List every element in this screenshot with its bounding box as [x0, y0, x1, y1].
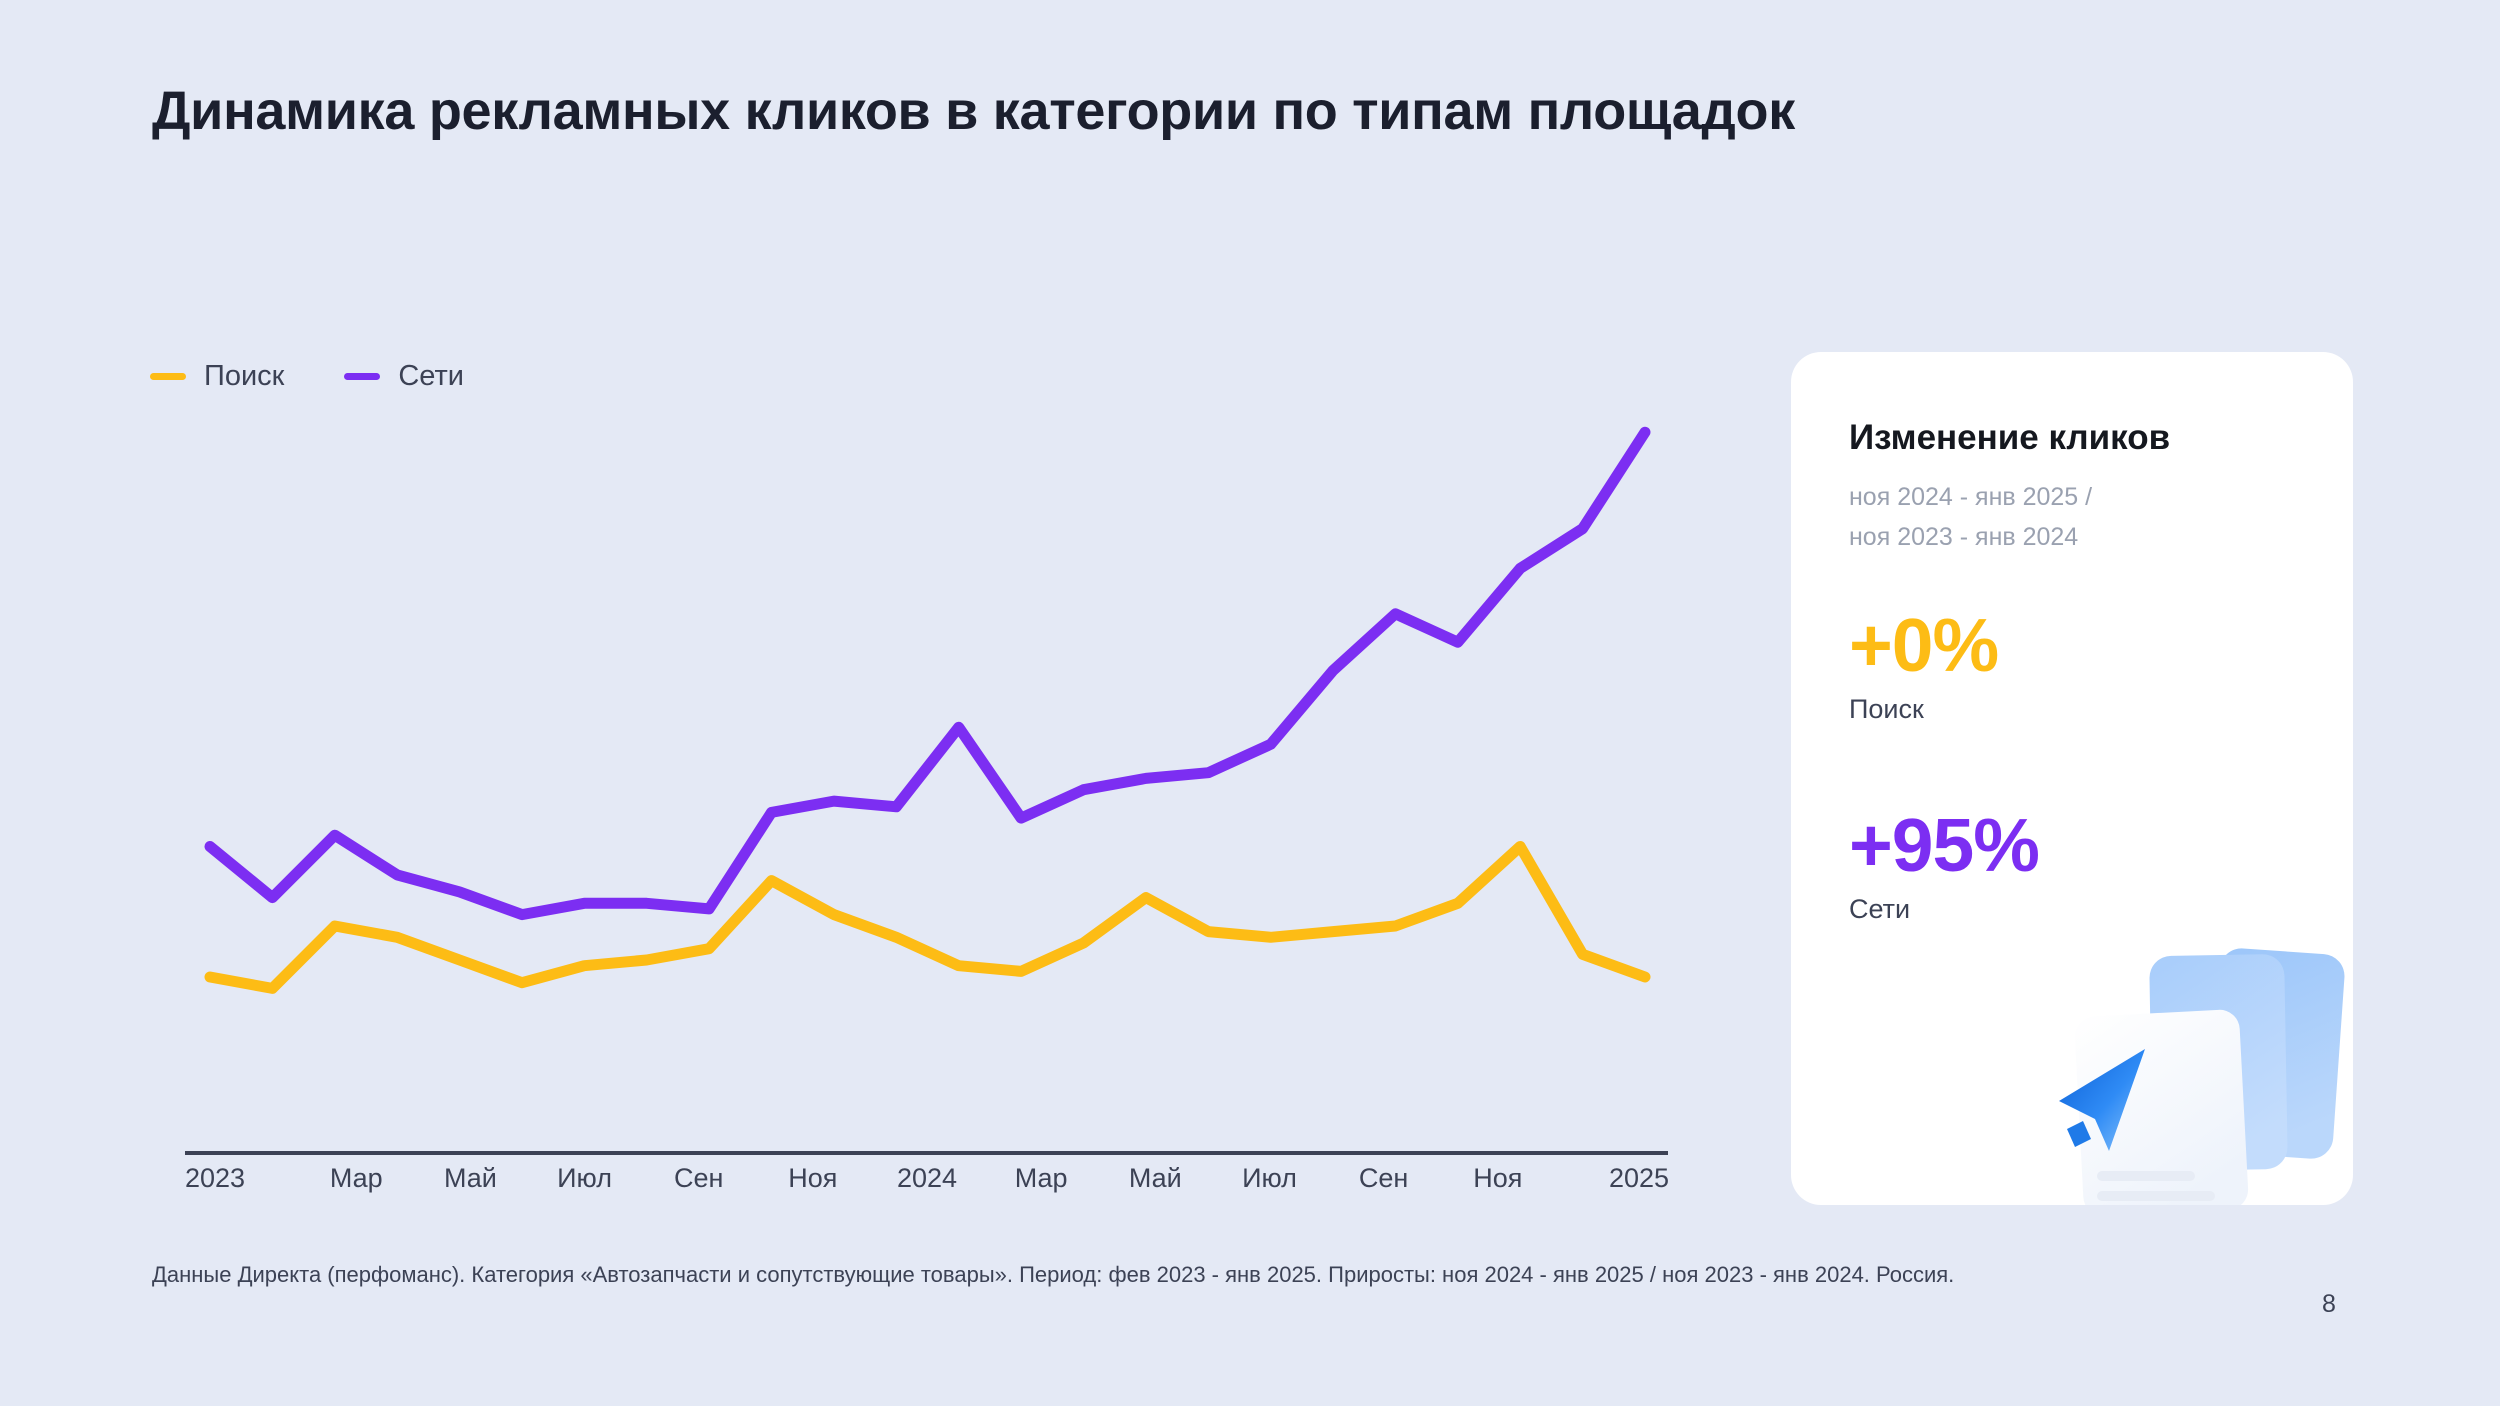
legend-label-networks: Сети	[398, 360, 464, 392]
x-axis-tick-0: 2023	[185, 1163, 246, 1193]
legend-item-search[interactable]: Поиск	[150, 360, 284, 393]
x-axis-tick-8: Май	[1128, 1163, 1182, 1193]
legend-swatch-networks	[344, 373, 381, 380]
card-title: Изменение кликов	[1849, 418, 2171, 457]
x-axis-tick-11: Ноя	[1473, 1163, 1523, 1193]
stat-networks: +95% Сети	[1849, 802, 2040, 925]
page-number: 8	[2322, 1290, 2336, 1318]
legend-swatch-search	[150, 373, 186, 380]
series-line-networks	[204, 426, 1651, 921]
legend-label-search: Поиск	[204, 360, 285, 392]
x-axis-tick-3: Июл	[557, 1163, 612, 1193]
x-axis-tick-6: 2024	[896, 1163, 958, 1193]
x-axis-tick-10: Сен	[1358, 1163, 1409, 1193]
x-axis-labels: 2023 Мар Май Июл Сен Ноя 2024 Мар Май Июл Сен Ноя 20…	[185, 1163, 1669, 1207]
cards-cursor-illustration	[2059, 948, 2345, 1205]
x-axis-tick-5: Ноя	[788, 1163, 838, 1193]
x-axis-tick-12: 2025	[1608, 1163, 1670, 1193]
stat-value-networks: +95%	[1849, 803, 2040, 887]
x-axis-tick-9: Июл	[1242, 1163, 1297, 1193]
x-axis-tick-4: Сен	[673, 1163, 724, 1193]
chart-legend: Поиск Сети	[150, 360, 464, 393]
series-line-search	[204, 841, 1651, 994]
x-axis-tick-1: Мар	[329, 1163, 383, 1193]
stat-label-search: Поиск	[1849, 694, 1924, 724]
card-subtitle-period: ноя 2024 - янв 2025 / ноя 2023 - янв 202…	[1849, 483, 2093, 551]
page-title: Динамика рекламных кликов в категории по…	[152, 81, 1795, 141]
x-axis-tick-2: Май	[443, 1163, 497, 1193]
stat-search: +0% Поиск	[1849, 602, 1999, 725]
stat-value-search: +0%	[1849, 603, 1999, 687]
stat-label-networks: Сети	[1849, 894, 1911, 924]
legend-item-networks[interactable]: Сети	[344, 360, 464, 393]
footnote: Данные Директа (перфоманс). Категория «А…	[152, 1262, 1955, 1287]
x-axis-tick-7: Мар	[1014, 1163, 1068, 1193]
clicks-change-card: Изменение кликов ноя 2024 - янв 2025 / н…	[1791, 352, 2353, 1205]
